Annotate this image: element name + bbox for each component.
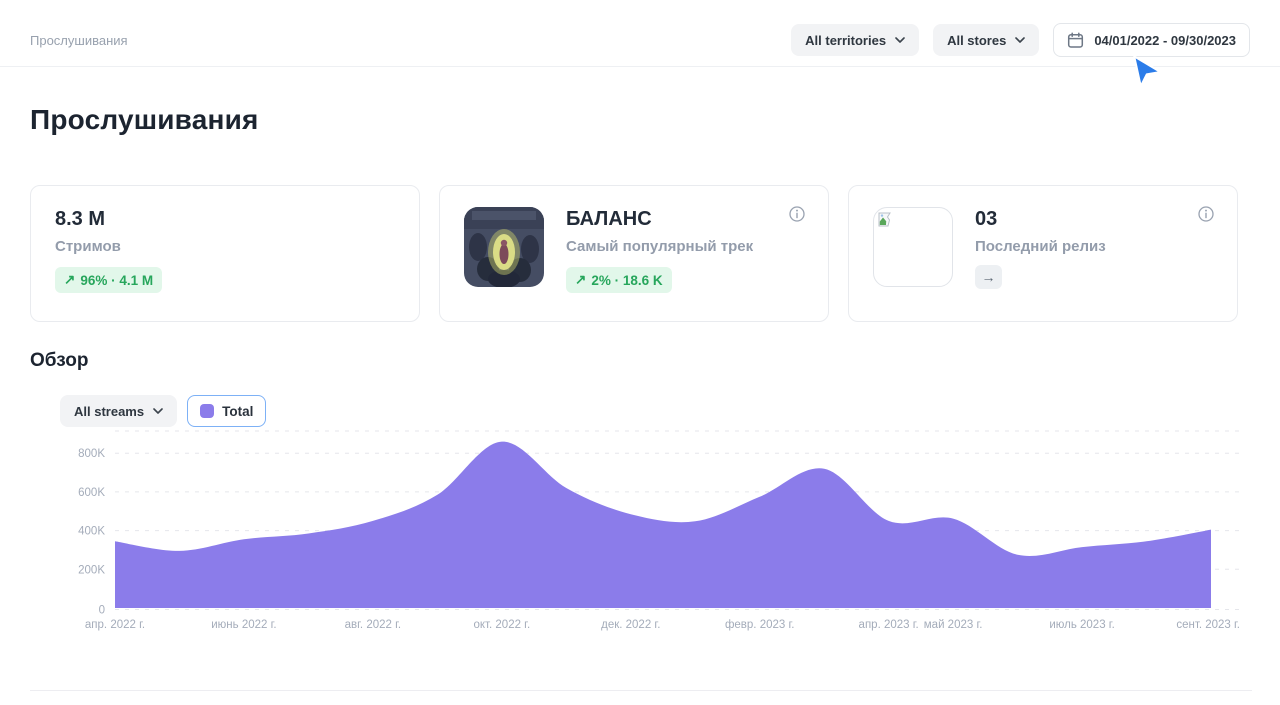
stores-dropdown[interactable]: All stores: [933, 24, 1040, 56]
top-track-title: БАЛАНС: [566, 208, 652, 230]
top-track-trend-badge: ↗ 2% · 18.6 K: [566, 267, 672, 293]
streams-value: 8.3 M: [55, 208, 106, 230]
svg-text:июнь 2022 г.: июнь 2022 г.: [211, 619, 276, 631]
streams-area-chart[interactable]: 0 200K 400K 600K 800K апр. 2022 г. июнь 2022 г…: [0, 430, 1280, 642]
chevron-down-icon: [1015, 37, 1026, 43]
latest-release-card: 03 Последний релиз →: [848, 185, 1238, 322]
topbar-controls: All territories All stores 04/01/2022 - …: [791, 23, 1250, 57]
svg-text:апр. 2023 г.: апр. 2023 г.: [859, 619, 919, 631]
streams-trend-badge: ↗ 96% · 4.1 M: [55, 267, 163, 293]
svg-text:0: 0: [99, 605, 105, 617]
legend-total-label: Total: [222, 403, 254, 419]
latest-release-info: 03 Последний релиз →: [975, 207, 1106, 289]
svg-text:дек. 2022 г.: дек. 2022 г.: [601, 619, 660, 631]
top-track-artwork: [464, 207, 544, 287]
latest-release-open-button[interactable]: →: [975, 265, 1002, 289]
latest-release-artwork-placeholder: [873, 207, 953, 287]
streams-filter-dropdown[interactable]: All streams: [60, 395, 178, 427]
svg-text:400K: 400K: [78, 526, 105, 538]
streams-label: Стримов: [55, 238, 121, 255]
streams-card: 8.3 M Стримов ↗ 96% · 4.1 M: [30, 185, 420, 322]
latest-release-label: Последний релиз: [975, 238, 1106, 255]
svg-text:200K: 200K: [78, 564, 105, 576]
svg-text:600K: 600K: [78, 487, 105, 499]
top-track-trend-text: 2% · 18.6 K: [591, 272, 663, 288]
legend-total-swatch: [200, 404, 215, 418]
info-icon[interactable]: [1197, 205, 1215, 223]
date-range-picker[interactable]: 04/01/2022 - 09/30/2023: [1053, 23, 1250, 57]
svg-text:апр. 2022 г.: апр. 2022 г.: [85, 619, 145, 631]
streams-filter-label: All streams: [74, 403, 145, 419]
cursor-pointer: [1130, 54, 1164, 90]
chevron-down-icon: [895, 37, 905, 43]
overview-controls: All streams Total: [60, 395, 267, 427]
top-track-info: БАЛАНС Самый популярный трек ↗ 2% · 18.6…: [566, 207, 753, 293]
stores-dropdown-label: All stores: [947, 32, 1007, 48]
overview-section-title: Обзор: [30, 350, 89, 371]
broken-image-icon: [878, 212, 891, 227]
trend-up-icon: ↗: [575, 272, 587, 287]
calendar-icon: [1067, 31, 1084, 49]
svg-text:июль 2023 г.: июль 2023 г.: [1049, 619, 1114, 631]
overview-chart[interactable]: 0 200K 400K 600K 800K апр. 2022 г. июнь 2022 г…: [0, 430, 1280, 642]
territories-dropdown[interactable]: All territories: [791, 24, 920, 56]
date-range-value: 04/01/2022 - 09/30/2023: [1094, 32, 1236, 48]
svg-text:февр. 2023 г.: февр. 2023 г.: [725, 619, 795, 631]
stat-cards-row: 8.3 M Стримов ↗ 96% · 4.1 M: [30, 185, 1238, 322]
streams-trend-text: 96% · 4.1 M: [80, 272, 154, 288]
topbar: Прослушивания All territories All stores: [0, 0, 1280, 67]
svg-text:окт. 2022 г.: окт. 2022 г.: [473, 619, 530, 631]
trend-up-icon: ↗: [64, 272, 76, 287]
breadcrumb: Прослушивания: [30, 32, 128, 48]
territories-dropdown-label: All territories: [805, 32, 887, 48]
bottom-divider: [30, 690, 1252, 691]
latest-release-title: 03: [975, 208, 998, 230]
legend-total-chip[interactable]: Total: [187, 395, 267, 427]
top-track-card: БАЛАНС Самый популярный трек ↗ 2% · 18.6…: [439, 185, 829, 322]
svg-text:сент. 2023 г.: сент. 2023 г.: [1176, 619, 1240, 631]
info-icon[interactable]: [788, 205, 806, 223]
page-title: Прослушивания: [30, 104, 259, 135]
top-track-label: Самый популярный трек: [566, 238, 754, 255]
svg-text:авг. 2022 г.: авг. 2022 г.: [345, 619, 401, 631]
chevron-down-icon: [153, 408, 163, 414]
svg-text:май 2023 г.: май 2023 г.: [924, 619, 983, 631]
svg-text:800K: 800K: [78, 448, 105, 460]
arrow-right-icon: →: [981, 269, 996, 285]
